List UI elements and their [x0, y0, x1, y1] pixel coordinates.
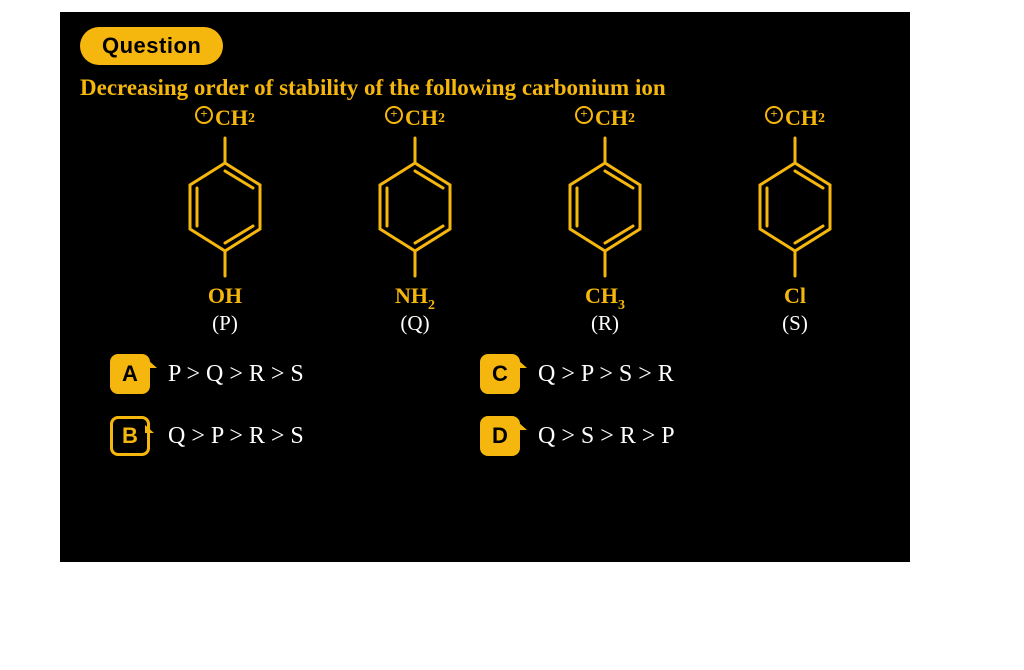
benzene-ring-icon	[545, 133, 665, 283]
option-D[interactable]: D Q > S > R > P	[480, 416, 850, 456]
molecule-1: +CH2 NH2 (Q)	[330, 105, 500, 336]
option-text: Q > P > S > R	[538, 361, 674, 388]
option-letter-box: D	[480, 416, 520, 456]
carbocation-label: +CH2	[195, 105, 255, 133]
option-letter-box: B	[110, 416, 150, 456]
option-text: Q > S > R > P	[538, 423, 675, 450]
option-letter-box: C	[480, 354, 520, 394]
benzene-ring-icon	[165, 133, 285, 283]
benzene-ring-icon	[735, 133, 855, 283]
plus-icon: +	[575, 106, 593, 124]
carbocation-label: +CH2	[575, 105, 635, 133]
benzene-ring-icon	[355, 133, 475, 283]
question-card: Question Decreasing order of stability o…	[60, 12, 910, 562]
substituent: Cl	[784, 283, 806, 309]
option-letter-box: A	[110, 354, 150, 394]
carbocation-label: +CH2	[385, 105, 445, 133]
substituent: NH2	[395, 283, 435, 309]
molecule-row: +CH2 OH (P) +CH2 NH2 (Q) +CH2	[140, 105, 890, 336]
substituent: CH3	[585, 283, 625, 309]
molecule-label: (P)	[212, 311, 238, 336]
option-C[interactable]: C Q > P > S > R	[480, 354, 850, 394]
molecule-label: (S)	[782, 311, 808, 336]
plus-icon: +	[195, 106, 213, 124]
question-badge: Question	[80, 27, 223, 65]
molecule-2: +CH2 CH3 (R)	[520, 105, 690, 336]
carbocation-label: +CH2	[765, 105, 825, 133]
molecule-0: +CH2 OH (P)	[140, 105, 310, 336]
plus-icon: +	[765, 106, 783, 124]
molecule-label: (Q)	[400, 311, 429, 336]
option-text: P > Q > R > S	[168, 361, 304, 388]
question-prompt: Decreasing order of stability of the fol…	[80, 75, 890, 101]
substituent: OH	[208, 283, 242, 309]
option-A[interactable]: A P > Q > R > S	[110, 354, 480, 394]
option-text: Q > P > R > S	[168, 423, 304, 450]
plus-icon: +	[385, 106, 403, 124]
options-grid: A P > Q > R > S C Q > P > S > R B Q > P …	[110, 354, 870, 478]
option-B[interactable]: B Q > P > R > S	[110, 416, 480, 456]
molecule-3: +CH2 Cl (S)	[710, 105, 880, 336]
molecule-label: (R)	[591, 311, 619, 336]
